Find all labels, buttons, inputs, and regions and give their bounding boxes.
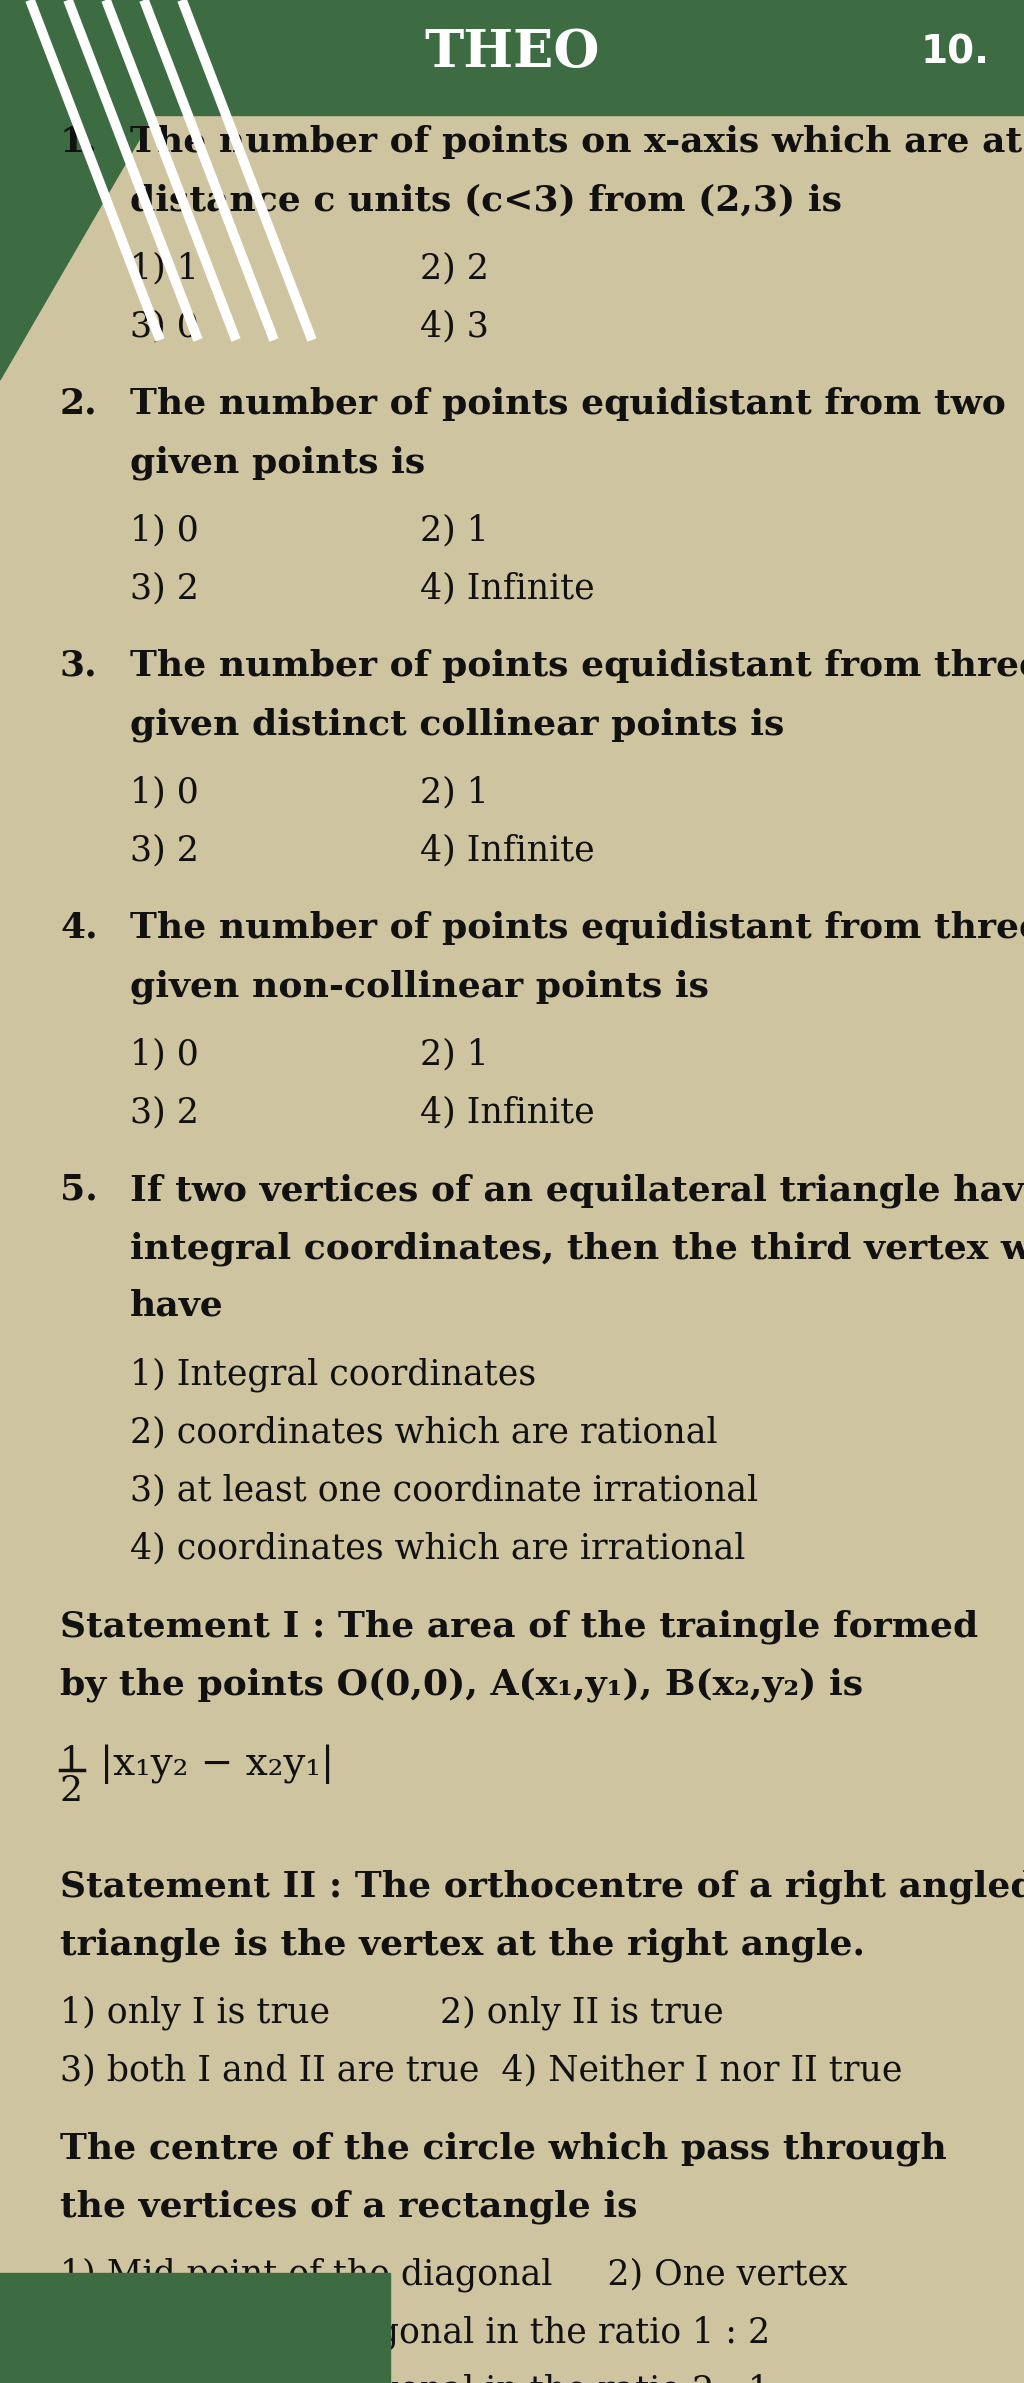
Text: 1) Mid point of the diagonal     2) One vertex: 1) Mid point of the diagonal 2) One vert… bbox=[60, 2257, 848, 2292]
Text: 2: 2 bbox=[60, 1773, 83, 1809]
Text: 2) 2: 2) 2 bbox=[420, 250, 488, 286]
Text: 2.: 2. bbox=[60, 386, 97, 422]
Text: by the points O(0,0), A(x₁,y₁), B(x₂,y₂) is: by the points O(0,0), A(x₁,y₁), B(x₂,y₂)… bbox=[60, 1668, 863, 1701]
Text: 2) coordinates which are rational: 2) coordinates which are rational bbox=[130, 1416, 718, 1449]
Text: Statement II : The orthocentre of a right angled: Statement II : The orthocentre of a righ… bbox=[60, 1868, 1024, 1904]
Text: 3) 2: 3) 2 bbox=[130, 1096, 199, 1130]
Text: 4) Infinite: 4) Infinite bbox=[420, 834, 595, 867]
Text: have: have bbox=[130, 1289, 224, 1323]
Text: 4) 3: 4) 3 bbox=[420, 310, 488, 343]
Text: 4) coordinates which are irrational: 4) coordinates which are irrational bbox=[130, 1530, 745, 1566]
Text: given non-collinear points is: given non-collinear points is bbox=[130, 970, 709, 1003]
Text: If two vertices of an equilateral triangle have: If two vertices of an equilateral triang… bbox=[130, 1172, 1024, 1208]
Text: 3) both I and II are true  4) Neither I nor II true: 3) both I and II are true 4) Neither I n… bbox=[60, 2054, 902, 2088]
Polygon shape bbox=[0, 0, 1024, 114]
Text: 4) Infinite: 4) Infinite bbox=[420, 1096, 595, 1130]
Text: given distinct collinear points is: given distinct collinear points is bbox=[130, 708, 784, 741]
Text: 3.: 3. bbox=[60, 648, 97, 684]
Text: 4) Infinite: 4) Infinite bbox=[420, 572, 595, 605]
Text: The number of points equidistant from three: The number of points equidistant from th… bbox=[130, 648, 1024, 684]
Polygon shape bbox=[0, 2273, 390, 2383]
Text: given points is: given points is bbox=[130, 446, 425, 479]
Text: the vertices of a rectangle is: the vertices of a rectangle is bbox=[60, 2190, 638, 2223]
Text: THEO: THEO bbox=[424, 26, 600, 79]
Text: 1) 1: 1) 1 bbox=[130, 250, 199, 286]
Text: The number of points equidistant from three: The number of points equidistant from th… bbox=[130, 910, 1024, 946]
Text: 10.: 10. bbox=[921, 33, 990, 71]
Text: 1) 0: 1) 0 bbox=[130, 774, 199, 808]
Text: 3) 0: 3) 0 bbox=[130, 310, 199, 343]
Text: 1: 1 bbox=[60, 1744, 83, 1780]
Text: 3) 2: 3) 2 bbox=[130, 572, 199, 605]
Text: 2) 1: 2) 1 bbox=[420, 512, 488, 548]
Text: 1) 0: 1) 0 bbox=[130, 1037, 199, 1070]
Text: 4) Divides one diagonal in the ratio 2 : 1: 4) Divides one diagonal in the ratio 2 :… bbox=[60, 2373, 770, 2383]
Text: triangle is the vertex at the right angle.: triangle is the vertex at the right angl… bbox=[60, 1928, 865, 1961]
Text: 5.: 5. bbox=[60, 1172, 97, 1208]
Text: 1) Integral coordinates: 1) Integral coordinates bbox=[130, 1356, 537, 1392]
Text: 1) only I is true          2) only II is true: 1) only I is true 2) only II is true bbox=[60, 1995, 724, 2030]
Text: The centre of the circle which pass through: The centre of the circle which pass thro… bbox=[60, 2130, 947, 2166]
Text: 1.: 1. bbox=[60, 124, 97, 160]
Text: 2) 1: 2) 1 bbox=[420, 774, 488, 808]
Text: 1) 0: 1) 0 bbox=[130, 512, 199, 548]
Text: 3) 2: 3) 2 bbox=[130, 834, 199, 867]
Text: The number of points equidistant from two: The number of points equidistant from tw… bbox=[130, 386, 1006, 422]
Text: 3) Divides one diagonal in the ratio 1 : 2: 3) Divides one diagonal in the ratio 1 :… bbox=[60, 2316, 770, 2350]
Text: 3) at least one coordinate irrational: 3) at least one coordinate irrational bbox=[130, 1473, 758, 1506]
Text: distance c units (c<3) from (2,3) is: distance c units (c<3) from (2,3) is bbox=[130, 183, 842, 217]
Text: integral coordinates, then the third vertex will: integral coordinates, then the third ver… bbox=[130, 1232, 1024, 1265]
Polygon shape bbox=[0, 0, 220, 379]
Text: |x₁y₂ − x₂y₁|: |x₁y₂ − x₂y₁| bbox=[100, 1744, 334, 1785]
Text: 2) 1: 2) 1 bbox=[420, 1037, 488, 1070]
Text: The number of points on x-axis which are at: The number of points on x-axis which are… bbox=[130, 124, 1022, 160]
Text: 4.: 4. bbox=[60, 910, 97, 946]
Text: Statement I : The area of the traingle formed: Statement I : The area of the traingle f… bbox=[60, 1609, 978, 1644]
